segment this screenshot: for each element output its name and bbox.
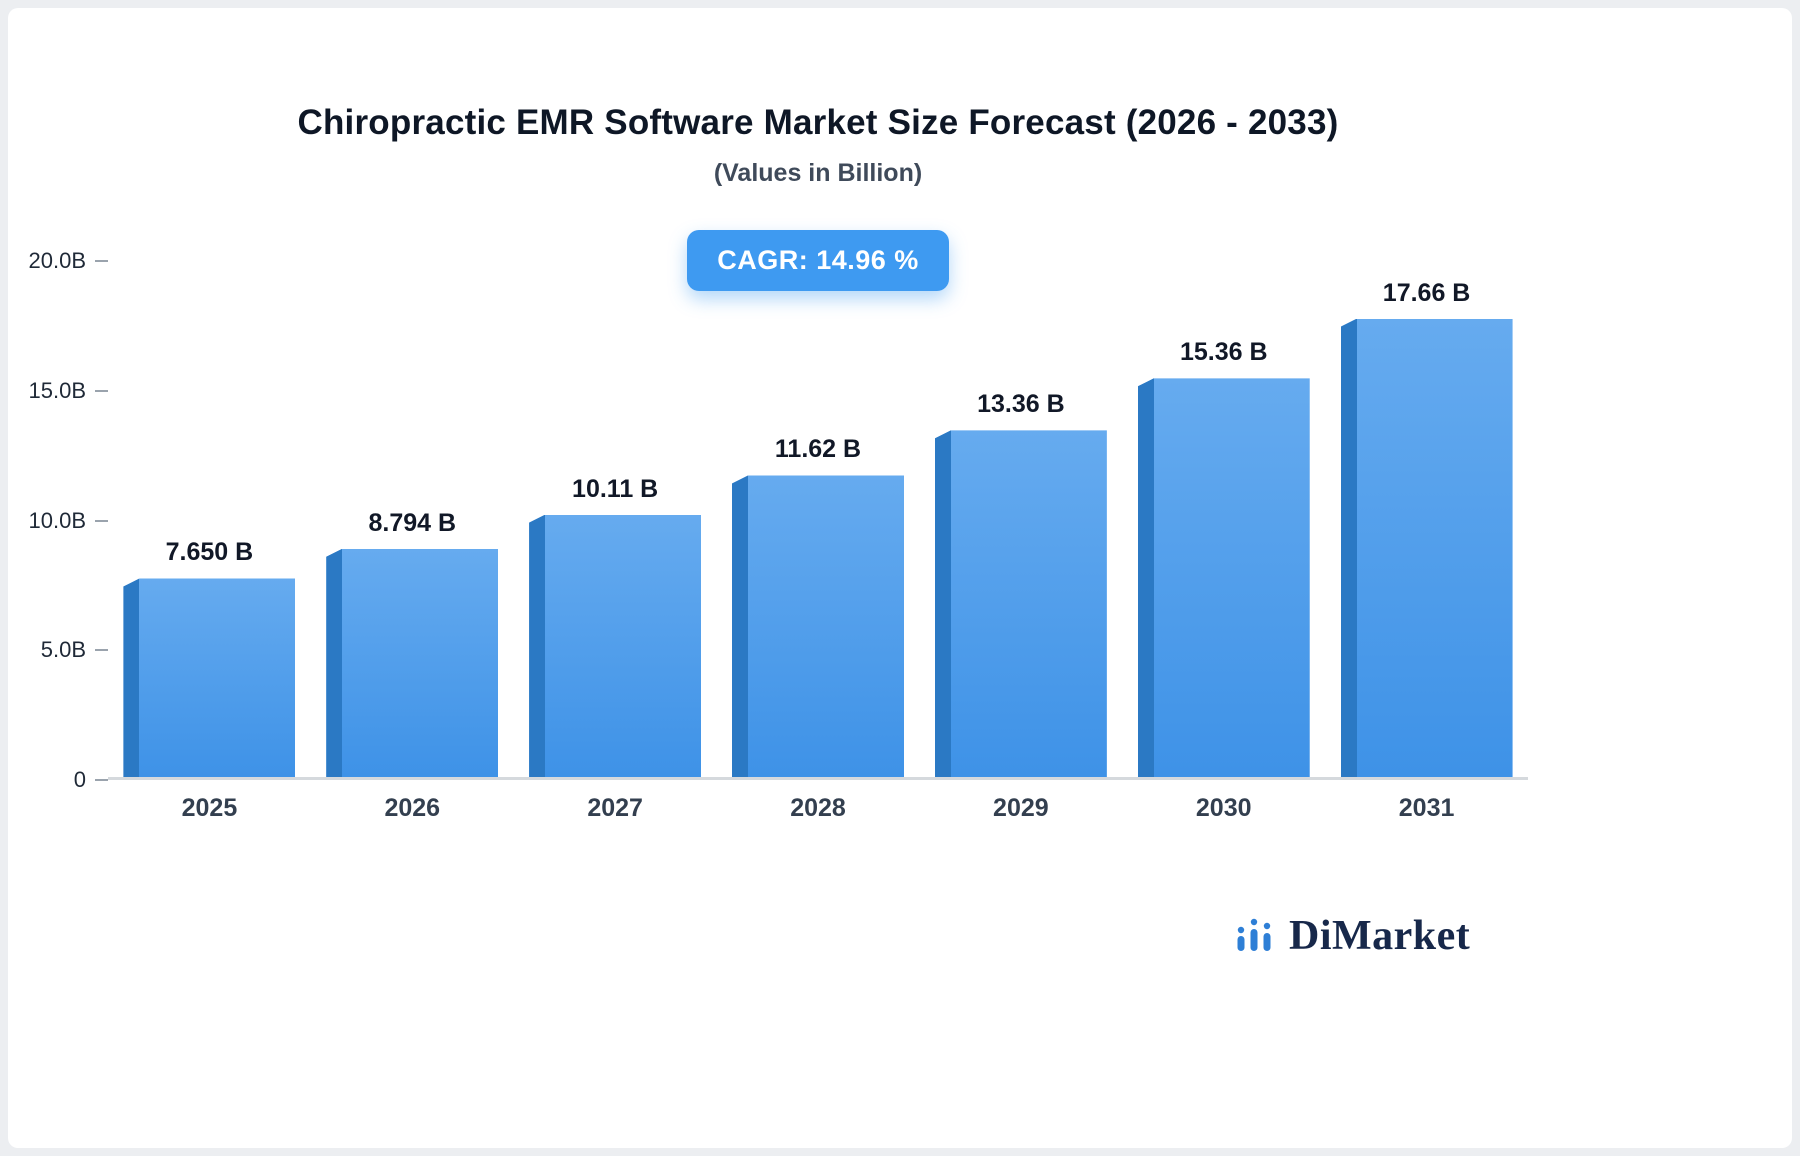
y-tick-label: 10.0B [28,507,87,533]
y-tick: 15.0B [8,378,108,404]
bar-slot: 17.66 B [1325,261,1528,777]
y-tick-mark [95,649,108,652]
logo-text: DiMarket [1289,912,1471,959]
x-axis-label: 2027 [587,794,643,822]
y-tick: 20.0B [8,248,108,274]
chart-card: Chiropractic EMR Software Market Size Fo… [8,8,1792,1148]
x-axis-label: 2028 [790,794,846,822]
x-axis-label: 2029 [993,794,1049,822]
bar-value-label: 7.650 B [165,538,254,567]
y-axis: 0 5.0B 10.0B 15.0B 20.0B [8,248,108,792]
bar-slot: 11.62 B [717,261,920,777]
bar-2028 [732,475,904,777]
bar-value-label: 10.11 B [572,474,659,503]
x-axis-label: 2026 [384,794,441,822]
y-tick: 0 [8,767,108,793]
bar-2029 [934,430,1107,777]
x-axis: 2025 2026 2027 2028 2029 2030 2031 [108,794,1528,823]
chart-subtitle: (Values in Billion) [713,159,923,187]
bar-slot: 7.650 B [108,261,311,777]
x-axis-label: 2031 [1398,794,1455,822]
y-tick-label: 5.0B [40,637,86,663]
y-tick-label: 0 [73,767,86,792]
bar-slot: 8.794 B [311,261,514,777]
bar-value-label: 13.36 B [977,390,1065,419]
bar-2025 [123,578,296,777]
bar-2031 [1340,318,1513,777]
y-tick-label: 20.0B [28,248,87,273]
chart-title: Chiropractic EMR Software Market Size Fo… [297,103,1339,142]
y-tick-mark [95,389,108,392]
y-tick: 5.0B [8,637,108,663]
bar-value-label: 17.66 B [1382,278,1471,307]
y-tick-mark [95,260,108,262]
bar-slot: 15.36 B [1122,261,1325,777]
bar-value-label: 8.794 B [368,508,457,537]
y-tick-mark [95,779,108,781]
x-axis-label: 2030 [1195,794,1252,822]
cagr-badge: CAGR: 14.96 % [687,230,949,291]
bar-slot: 10.11 B [514,261,717,777]
y-tick-label: 15.0B [28,377,87,403]
bar-2027 [529,514,702,777]
plot-area: 7.650 B 8.794 B 10.11 B 11.62 B 13.36 B 15.36… [108,261,1528,780]
x-axis-label: 2025 [181,794,238,822]
logo: DiMarket [1233,911,1470,960]
bar-value-label: 11.62 B [774,435,862,464]
bar-chart-icon [1233,911,1277,960]
y-tick: 10.0B [8,508,108,534]
bar-2030 [1137,378,1310,777]
chart-header: Chiropractic EMR Software Market Size Fo… [8,8,1628,291]
bar-slot: 13.36 B [919,261,1122,777]
bar-value-label: 15.36 B [1179,338,1268,367]
bar-2026 [326,548,499,777]
y-tick-mark [95,519,108,522]
